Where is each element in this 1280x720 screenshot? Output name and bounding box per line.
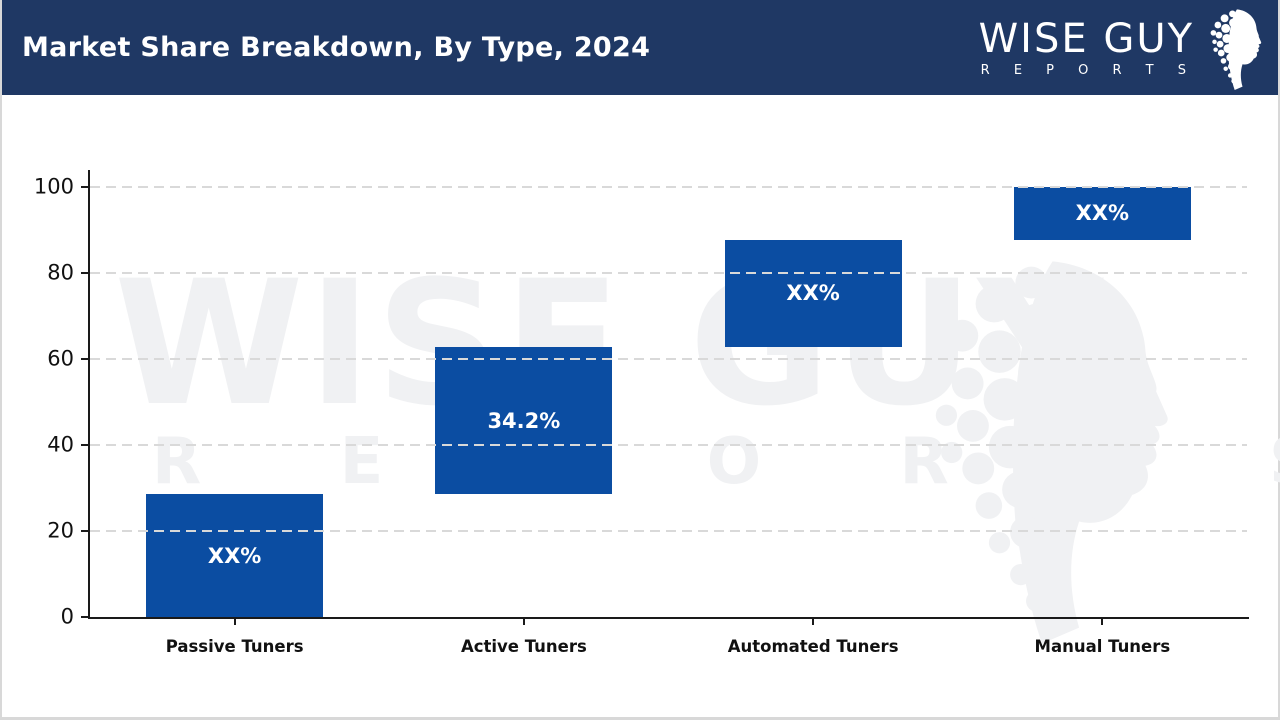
- y-tick-80: [81, 272, 90, 275]
- category-label-automated-tuners: Automated Tuners: [727, 637, 899, 656]
- category-label-passive-tuners: Passive Tuners: [165, 637, 304, 656]
- page-title: Market Share Breakdown, By Type, 2024: [22, 32, 651, 63]
- gridline-40: [90, 444, 1247, 447]
- header-bar: Market Share Breakdown, By Type, 2024 WI…: [2, 0, 1278, 95]
- bar-active-tuners: 34.2%: [435, 347, 613, 495]
- bar-manual-tuners: XX%: [1013, 187, 1191, 240]
- bar-automated-tuners: XX%: [724, 239, 902, 348]
- gridline-80: [90, 272, 1247, 275]
- x-axis-line: [88, 617, 1249, 619]
- logo-subtext: R E P O R T S: [980, 62, 1196, 78]
- y-tick-60: [81, 358, 90, 361]
- bar-passive-tuners: XX%: [146, 494, 324, 617]
- x-tick-passive-tuners: [233, 617, 236, 625]
- x-tick-automated-tuners: [812, 617, 815, 625]
- y-tick-label-100: 100: [33, 174, 74, 199]
- category-label-active-tuners: Active Tuners: [460, 637, 587, 656]
- bar-value-label: XX%: [1075, 201, 1130, 226]
- y-tick-label-40: 40: [47, 432, 74, 457]
- y-tick-40: [81, 444, 90, 447]
- y-tick-label-0: 0: [60, 604, 74, 629]
- y-tick-100: [81, 186, 90, 189]
- bar-value-label: XX%: [207, 543, 262, 568]
- x-tick-active-tuners: [522, 617, 525, 625]
- logo-wordmark: WISE GUY: [978, 15, 1195, 62]
- category-label-manual-tuners: Manual Tuners: [1034, 637, 1171, 656]
- x-tick-manual-tuners: [1101, 617, 1104, 625]
- plot-area: 0 20 40 60 80 100 XX% Passive Tuners 34.2% Active…: [34, 170, 1247, 656]
- logo-text: WISE GUY R E P O R T S: [977, 19, 1196, 77]
- y-tick-label-60: 60: [47, 346, 74, 371]
- y-axis-line: [88, 170, 90, 619]
- y-tick-20: [81, 530, 90, 533]
- logo-head-icon: [1202, 6, 1264, 90]
- wise-guy-logo: WISE GUY R E P O R T S: [977, 6, 1264, 90]
- y-tick-label-80: 80: [47, 260, 74, 285]
- gridline-100: [90, 186, 1247, 189]
- bar-value-label: 34.2%: [487, 408, 561, 433]
- gridline-60: [90, 358, 1247, 361]
- bar-value-label: XX%: [786, 281, 840, 306]
- y-tick-label-20: 20: [47, 518, 74, 543]
- y-tick-0: [81, 616, 90, 618]
- gridline-20: [90, 530, 1247, 533]
